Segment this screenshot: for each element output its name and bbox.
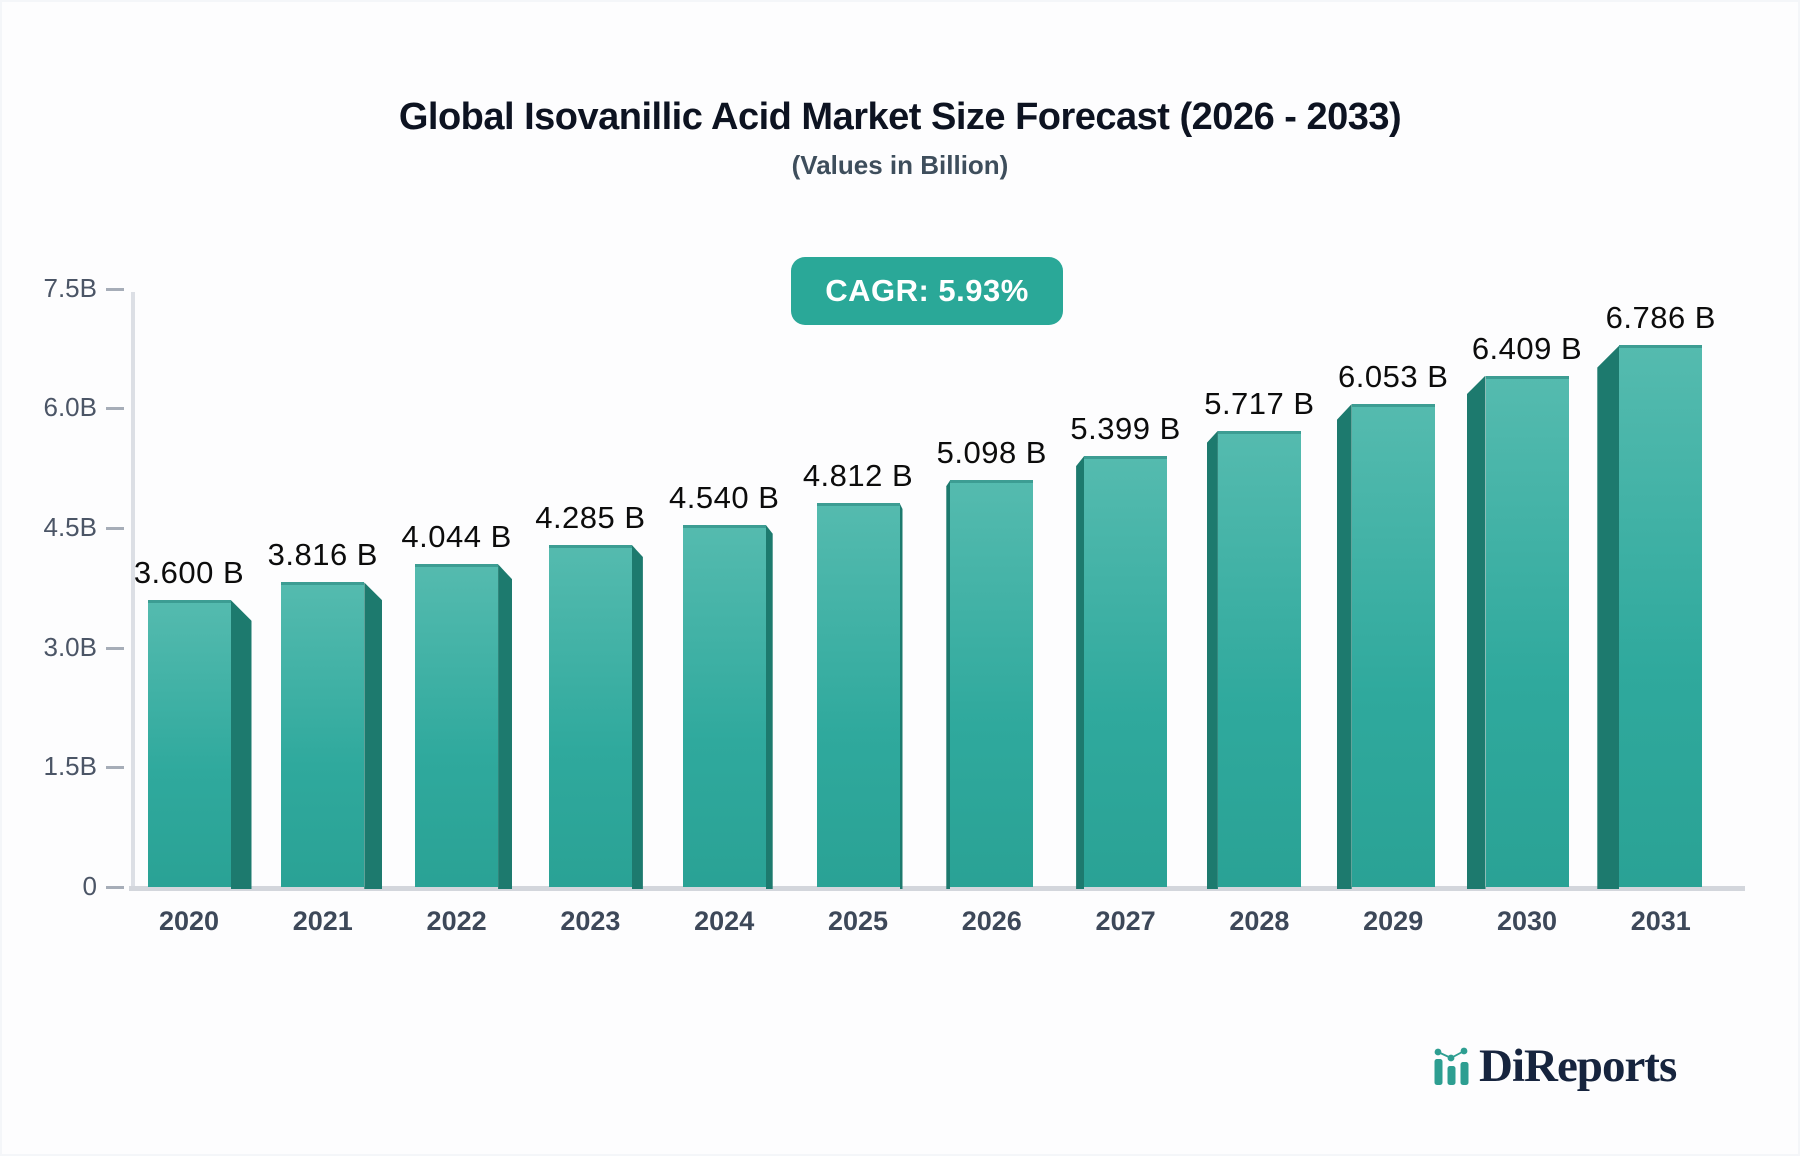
bar-2026 xyxy=(950,480,1034,887)
y-axis-tick xyxy=(106,646,124,650)
x-axis-label-2022: 2022 xyxy=(426,906,487,936)
bar-2020 xyxy=(147,599,231,887)
bar-2028 xyxy=(1217,430,1301,887)
brand-logo: DiReports xyxy=(1432,1038,1677,1092)
y-axis-tick xyxy=(106,287,124,291)
bar-value-label: 4.540 B xyxy=(669,479,780,515)
bar-value-label: 3.600 B xyxy=(133,554,245,590)
bar-2027 xyxy=(1084,456,1168,887)
bar-2023 xyxy=(548,545,632,887)
y-axis-line xyxy=(131,292,135,887)
bar-3d-side xyxy=(1336,403,1352,889)
bar-3d-side xyxy=(498,564,513,889)
bar-2029 xyxy=(1351,403,1435,887)
x-axis-label-2028: 2028 xyxy=(1229,906,1290,936)
x-axis-label-2030: 2030 xyxy=(1496,906,1558,936)
bar-3d-side xyxy=(899,503,903,889)
y-axis-tick-label: 3.0B xyxy=(43,631,98,662)
bar-value-label: 5.098 B xyxy=(936,435,1047,471)
bar-value-label: 3.816 B xyxy=(267,537,378,573)
bar-value-label: 6.409 B xyxy=(1471,330,1583,366)
cagr-badge-label: CAGR: 5.93% xyxy=(825,273,1029,308)
bar-3d-side xyxy=(1206,430,1218,889)
x-axis-label-2029: 2029 xyxy=(1363,906,1424,936)
bar-2025 xyxy=(816,503,900,887)
chart-subtitle: (Values in Billion) xyxy=(791,150,1009,180)
bar-value-label: 6.786 B xyxy=(1605,300,1716,336)
x-axis-label-2020: 2020 xyxy=(158,906,220,936)
bar-3d-side xyxy=(946,480,951,889)
bar-3d-side xyxy=(1466,375,1486,889)
bar-2021 xyxy=(281,582,365,887)
bar-chart-logo-icon xyxy=(1434,1047,1469,1085)
y-axis-tick-label: 1.5B xyxy=(43,751,98,782)
bar-3d-side xyxy=(765,524,773,889)
bar-value-label: 5.717 B xyxy=(1204,385,1315,421)
bar-2022 xyxy=(415,564,499,887)
bar-3d-side xyxy=(1076,456,1085,889)
bar-3d-side xyxy=(230,599,252,889)
y-axis-tick xyxy=(106,766,124,770)
bar-value-label: 4.812 B xyxy=(802,458,914,493)
x-axis-label-2026: 2026 xyxy=(961,906,1022,936)
x-axis-label-2025: 2025 xyxy=(827,906,889,936)
bar-value-label: 4.285 B xyxy=(535,500,646,536)
y-axis-tick-label: 7.5B xyxy=(43,272,98,303)
brand-logo-text: DiReports xyxy=(1479,1040,1677,1092)
x-axis-label-2024: 2024 xyxy=(694,906,755,936)
chart-title: Global Isovanillic Acid Market Size Fore… xyxy=(398,96,1402,138)
bar-2030 xyxy=(1485,375,1569,887)
bar-value-label: 5.399 B xyxy=(1070,411,1181,447)
bar-value-label: 4.044 B xyxy=(401,519,512,555)
y-axis-tick-label: 4.5B xyxy=(43,511,98,542)
bar-2031 xyxy=(1619,345,1703,887)
x-axis-label-2021: 2021 xyxy=(292,906,353,936)
bar-value-label: 6.053 B xyxy=(1338,358,1449,394)
y-axis-tick xyxy=(106,526,124,530)
x-axis-label-2023: 2023 xyxy=(560,906,621,936)
x-axis-label-2027: 2027 xyxy=(1095,906,1156,936)
y-axis-tick-label: 6.0B xyxy=(43,392,98,423)
y-axis-tick xyxy=(106,407,124,411)
y-axis-tick-label: 0 xyxy=(82,871,97,901)
bar-2024 xyxy=(682,524,766,887)
x-axis-baseline xyxy=(129,886,1745,891)
x-axis-label-2031: 2031 xyxy=(1630,906,1691,936)
bar-3d-side xyxy=(364,582,383,889)
bar-3d-side xyxy=(631,545,643,889)
cagr-badge: CAGR: 5.93% xyxy=(791,257,1063,325)
bar-3d-side xyxy=(1597,345,1620,889)
y-axis-tick xyxy=(106,886,124,889)
